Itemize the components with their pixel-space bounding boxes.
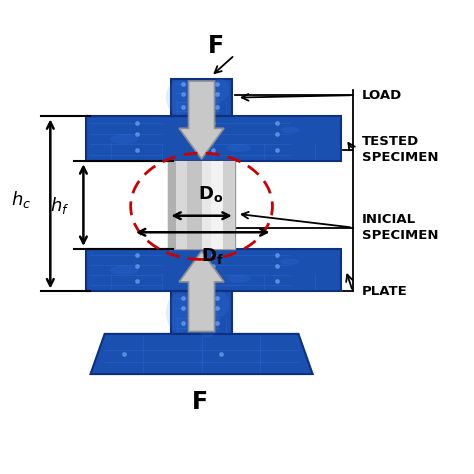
Ellipse shape [210, 291, 229, 317]
Text: TESTED
SPECIMEN: TESTED SPECIMEN [362, 135, 439, 164]
Bar [171, 79, 232, 117]
Polygon shape [91, 334, 313, 374]
Bar [211, 161, 223, 249]
Ellipse shape [281, 127, 300, 133]
Ellipse shape [227, 144, 251, 152]
Ellipse shape [196, 305, 219, 337]
Text: $\mathbf{D_o}$: $\mathbf{D_o}$ [199, 184, 224, 204]
Bar [171, 292, 232, 334]
Bar [86, 117, 341, 161]
Text: LOAD: LOAD [362, 89, 402, 102]
Bar [168, 161, 235, 249]
Ellipse shape [166, 80, 194, 115]
FancyArrow shape [179, 81, 224, 159]
Text: F: F [192, 391, 208, 414]
Bar [223, 161, 235, 249]
Bar [176, 161, 187, 249]
Ellipse shape [110, 265, 138, 275]
Ellipse shape [110, 134, 138, 144]
Bar [86, 249, 341, 292]
Ellipse shape [166, 293, 194, 332]
Text: $\mathbf{D_f}$: $\mathbf{D_f}$ [201, 246, 224, 265]
Text: $h_f$: $h_f$ [50, 195, 69, 216]
Text: INICIAL
SPECIMEN: INICIAL SPECIMEN [362, 213, 439, 242]
Bar [168, 161, 176, 249]
Ellipse shape [196, 91, 219, 119]
Text: F: F [208, 34, 224, 58]
Text: PLATE: PLATE [362, 285, 408, 298]
Bar [201, 161, 211, 249]
Bar [187, 161, 201, 249]
FancyArrow shape [179, 251, 224, 331]
Text: $h_c$: $h_c$ [11, 189, 31, 210]
Ellipse shape [227, 274, 251, 283]
Ellipse shape [210, 78, 229, 101]
Ellipse shape [281, 258, 300, 264]
